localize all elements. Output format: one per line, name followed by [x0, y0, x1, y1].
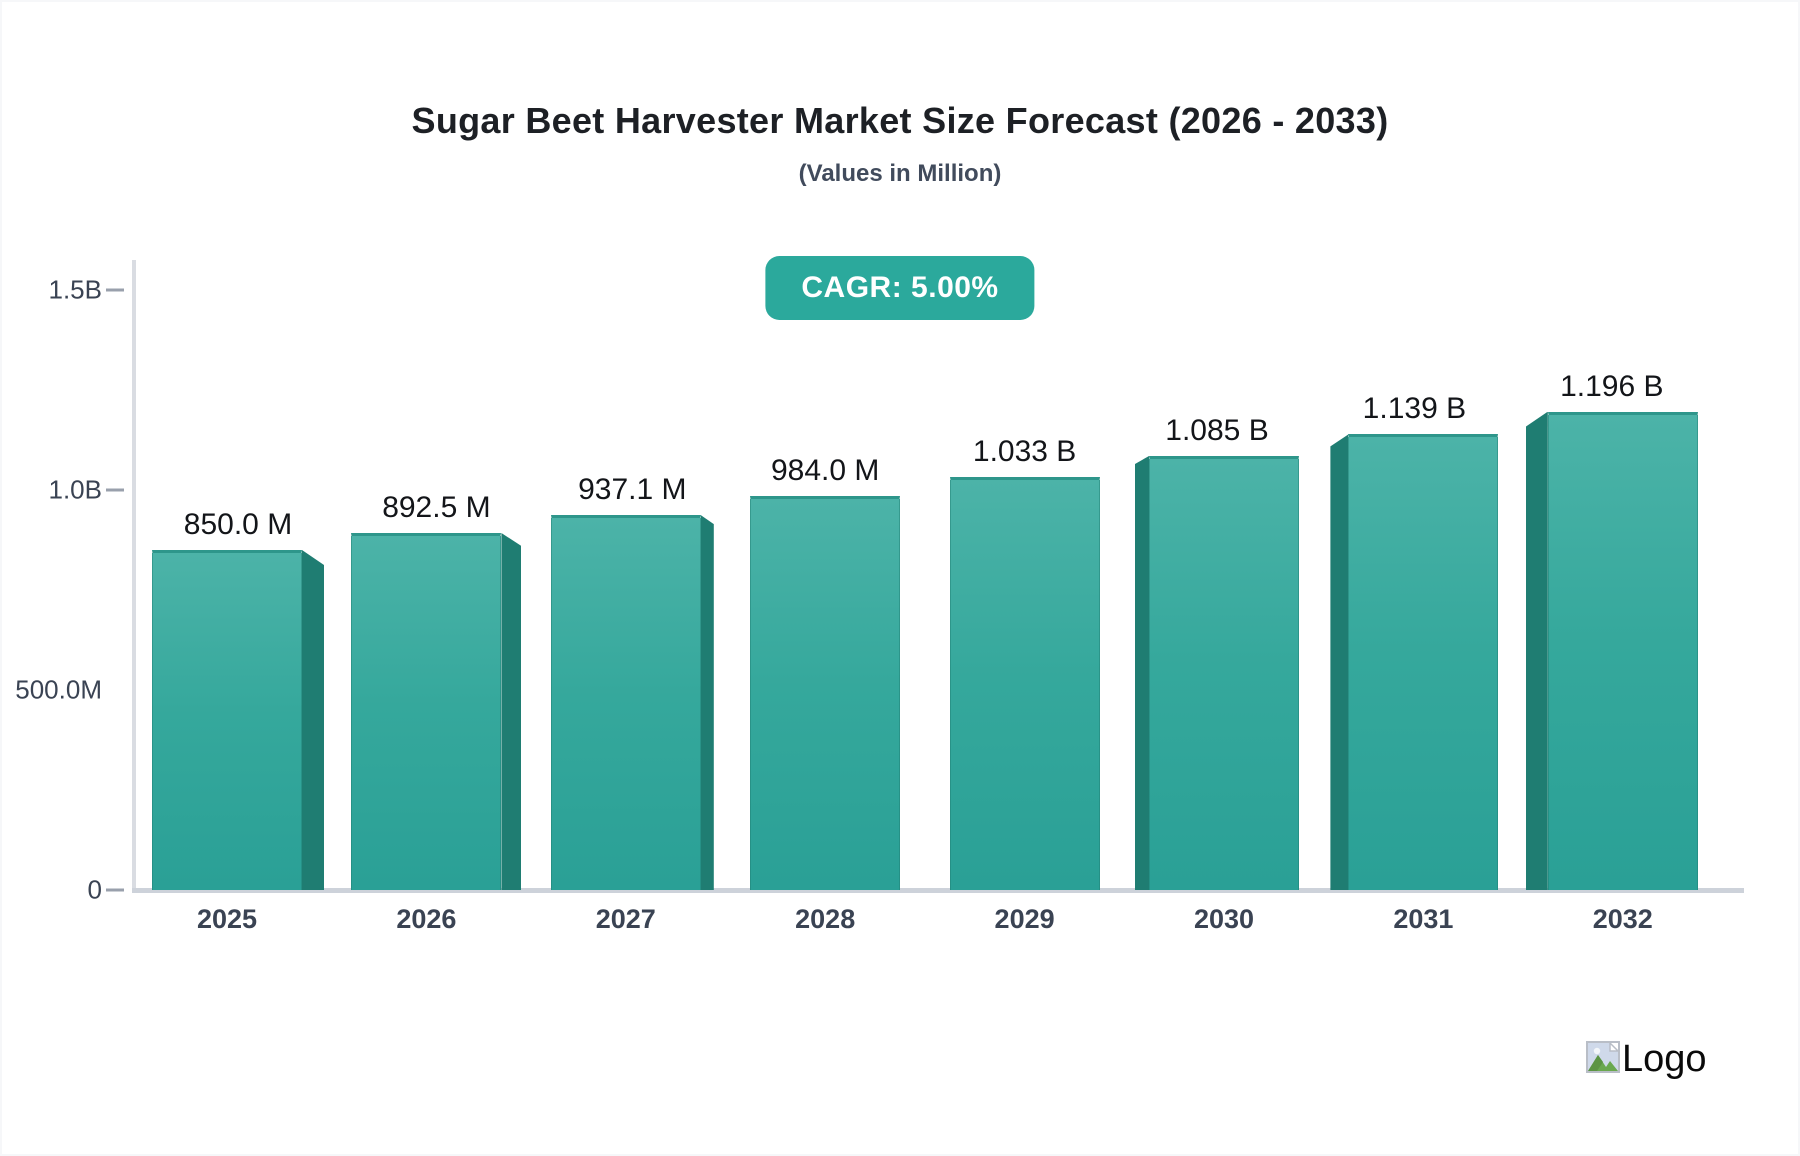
y-axis-tick-mark: [106, 888, 124, 892]
y-axis-tick-label-0: 0: [87, 874, 102, 905]
x-axis-label-2030: 2030: [1193, 904, 1255, 934]
bar-3d-side-2031: [1330, 434, 1349, 890]
bar-value-label-2032: 1.196 B: [1560, 369, 1664, 403]
bar-value-label-2029: 1.033 B: [972, 434, 1077, 468]
bar-value-label-2028: 984.0 M: [770, 454, 880, 488]
bar-2026[interactable]: [351, 533, 502, 890]
chart-subtitle: (Values in Million): [798, 160, 1002, 187]
bar-2025[interactable]: [152, 550, 302, 890]
bar-2031[interactable]: [1348, 434, 1499, 890]
y-axis-line: [132, 260, 136, 893]
bar-2027[interactable]: [550, 515, 701, 890]
bar-value-label-2031: 1.139 B: [1362, 392, 1467, 426]
y-axis-tick-mark: [106, 488, 124, 492]
x-axis-label-2029: 2029: [994, 904, 1055, 934]
x-axis-label-2031: 2031: [1393, 904, 1454, 934]
cagr-badge: CAGR: 5.00%: [765, 256, 1035, 320]
x-axis-label-2026: 2026: [396, 904, 457, 934]
bar-2029[interactable]: [949, 476, 1100, 890]
broken-image-icon: [1586, 1040, 1620, 1073]
bar-3d-side-2030: [1135, 456, 1149, 890]
bar-value-label-2030: 1.085 B: [1165, 414, 1269, 447]
bar-3d-side-2032: [1525, 411, 1548, 890]
bar-3d-side-2027: [700, 515, 714, 890]
bar-2032[interactable]: [1547, 411, 1698, 890]
bar-3d-side-2025: [302, 550, 324, 890]
x-axis-line: [132, 888, 1744, 893]
y-axis-tick-mark: [106, 288, 124, 292]
x-axis-label-2032: 2032: [1592, 904, 1653, 934]
bar-3d-side-2026: [501, 533, 522, 890]
y-axis-tick-label-500.0M: 500.0M: [15, 674, 102, 705]
bar-2030[interactable]: [1149, 456, 1299, 890]
logo: Logo: [1586, 1038, 1707, 1080]
logo-alt-text: Logo: [1622, 1038, 1707, 1080]
bar-2028[interactable]: [750, 496, 901, 890]
y-axis-tick-label-1.5B: 1.5B: [48, 274, 103, 305]
x-axis-label-2027: 2027: [595, 904, 656, 934]
chart-title: Sugar Beet Harvester Market Size Forecas…: [411, 100, 1389, 141]
x-axis-label-2028: 2028: [795, 904, 856, 934]
bar-value-label-2027: 937.1 M: [578, 473, 687, 507]
bar-value-label-2026: 892.5 M: [382, 491, 491, 524]
bar-value-label-2025: 850.0 M: [183, 508, 293, 541]
y-axis-tick-label-1.0B: 1.0B: [48, 474, 103, 505]
x-axis-label-2025: 2025: [196, 904, 258, 934]
